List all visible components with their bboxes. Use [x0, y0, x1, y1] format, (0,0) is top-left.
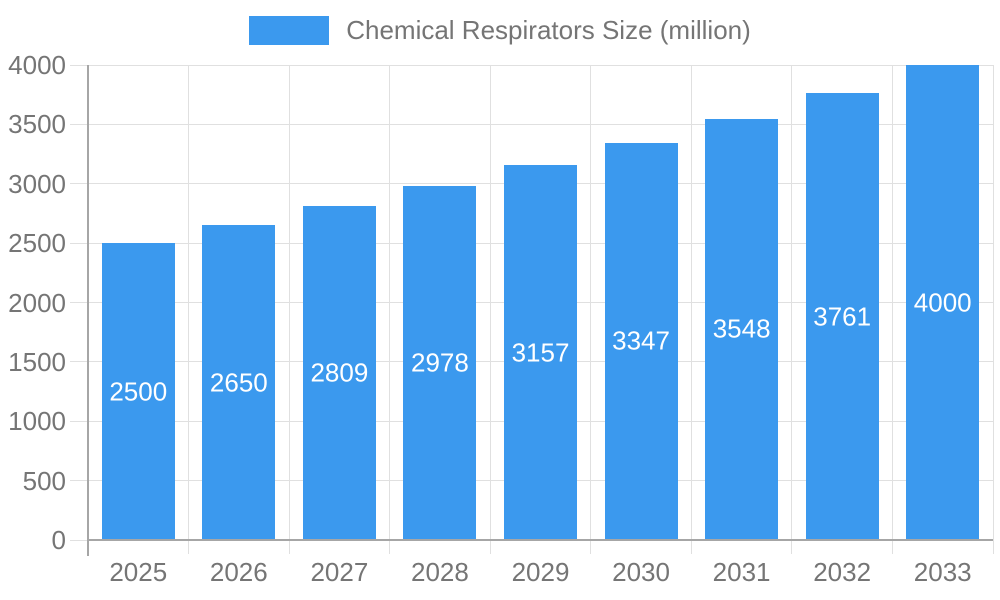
x-axis-tick	[590, 540, 592, 554]
x-grid-line	[690, 65, 692, 540]
y-axis-tick-label: 1000	[8, 406, 66, 437]
x-axis-tick	[992, 540, 994, 554]
y-axis-tick-label: 500	[22, 465, 66, 496]
bar: 2978	[403, 186, 477, 540]
plot-area: 0 500 1000 1500 2000 2500 3000 3500 4000 2500 2025…	[8, 50, 994, 587]
bar: 2650	[202, 225, 276, 540]
y-axis-tick	[70, 420, 88, 422]
x-grid-line	[288, 65, 290, 540]
legend: Chemical Respirators Size (million)	[0, 15, 1000, 46]
bar-value-label: 2978	[411, 347, 469, 378]
x-grid-line	[389, 65, 391, 540]
y-axis-tick	[70, 183, 88, 185]
x-axis-tick-label: 2026	[209, 557, 268, 587]
bar: 3761	[805, 93, 879, 540]
x-grid-line	[590, 65, 592, 540]
bar-value-label: 4000	[913, 287, 972, 317]
x-grid-line	[188, 65, 190, 540]
x-grid-line	[992, 65, 994, 540]
bar-value-label: 2500	[109, 376, 168, 407]
x-axis-tick	[288, 540, 290, 554]
x-axis-tick-label: 2028	[411, 557, 469, 587]
bar-value-label: 3761	[813, 301, 872, 332]
x-axis-tick-label: 2032	[813, 557, 872, 587]
bar-value-label: 3157	[511, 337, 570, 368]
legend-label: Chemical Respirators Size (million)	[346, 15, 751, 45]
y-axis-tick	[70, 539, 88, 541]
bar-value-label: 3347	[612, 325, 670, 356]
y-grid-line	[88, 123, 993, 125]
legend-swatch	[249, 16, 330, 45]
x-grid-line	[791, 65, 793, 540]
x-axis-tick-label: 2029	[511, 557, 570, 587]
x-axis-tick	[389, 540, 391, 554]
x-axis-tick-label: 2027	[310, 557, 369, 587]
y-axis-tick-label: 2500	[8, 228, 66, 259]
bar: 3548	[705, 118, 779, 540]
x-axis-tick-label: 2030	[612, 557, 670, 587]
y-axis-tick	[70, 480, 88, 482]
y-axis-tick	[70, 123, 88, 125]
x-axis-tick	[891, 540, 893, 554]
x-axis-line	[88, 539, 993, 541]
y-axis-tick-label: 1500	[8, 346, 66, 377]
bar: 3347	[604, 142, 678, 540]
bar: 3157	[504, 165, 577, 540]
y-axis-tick-label: 3000	[8, 168, 66, 199]
x-axis-tick-label: 2031	[712, 557, 771, 587]
bar: 4000	[906, 65, 980, 540]
bar-value-label: 2809	[310, 357, 369, 388]
x-axis-tick	[188, 540, 190, 554]
x-grid-line	[891, 65, 893, 540]
y-axis-tick-label: 2000	[8, 287, 66, 318]
bar: 2500	[101, 243, 175, 540]
y-axis-tick-label: 0	[51, 525, 66, 555]
y-axis-line	[87, 65, 89, 556]
y-axis-tick-label: 3500	[8, 109, 66, 140]
y-axis-tick	[70, 361, 88, 363]
bar-value-label: 2650	[209, 367, 268, 398]
bar: 2809	[302, 206, 376, 540]
x-grid-line	[489, 65, 491, 540]
y-grid-line	[88, 64, 993, 66]
x-axis-tick	[690, 540, 692, 554]
y-axis-tick	[70, 64, 88, 66]
y-axis-tick-label: 4000	[8, 50, 66, 80]
bar-value-label: 3548	[712, 313, 771, 344]
x-axis-tick	[489, 540, 491, 554]
y-axis-tick	[70, 302, 88, 303]
y-axis-tick	[70, 242, 88, 244]
x-axis-tick-label: 2033	[913, 557, 972, 587]
x-axis-tick-label: 2025	[109, 557, 168, 587]
x-axis-tick	[791, 540, 793, 554]
